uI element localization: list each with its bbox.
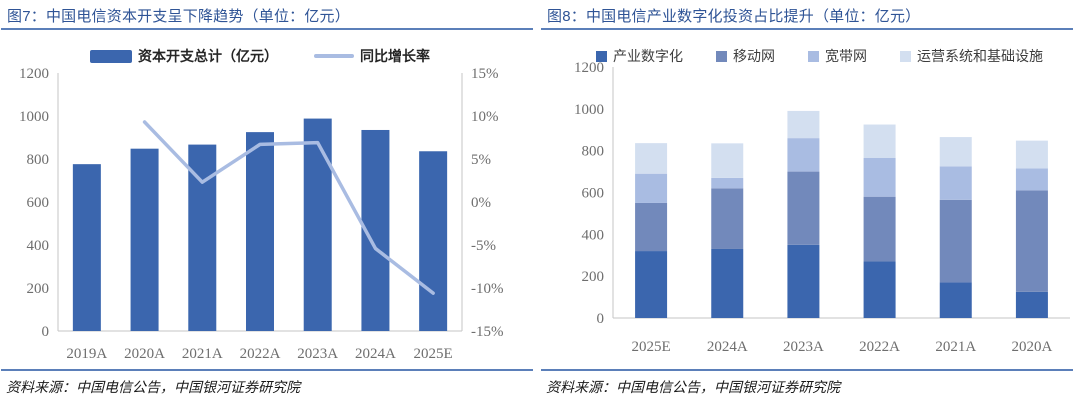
stack-segment-2025E [635,173,668,203]
axis-tick-label: 5% [471,152,491,168]
axis-tick-label: -10% [471,281,504,297]
axis-tick-label: 2020A [1011,339,1052,355]
stack-segment-2023A [787,110,820,139]
stack-segment-2023A [787,171,820,245]
stack-segment-2023A [787,138,820,172]
figure-8-source: 资料来源：中国电信公告，中国银河证券研究院 [546,381,840,396]
axis-tick-label: 2024A [707,339,748,355]
axis-tick-label: 2023A [297,346,338,362]
legend-label-capex-total: 资本开支总计（亿元） [138,48,278,64]
stack-segment-2020A [1015,190,1048,292]
axis-tick-label: 600 [27,195,50,211]
axis-tick-label: 800 [582,144,605,160]
stack-segment-2024A [711,143,744,178]
axis-tick-label: 10% [471,109,499,125]
legend-item-mobile-network: 移动网 [716,46,775,66]
line-swatch-icon [314,54,354,58]
axis-tick-label: 2021A [935,339,976,355]
figure-8-legend: 产业数字化 移动网 宽带网 运营系统和基础设施 [596,46,1076,66]
axis-tick-label: 600 [582,186,605,202]
figure-7-chart-plot: 0 200 400 600 800 1000 1200 -15% -10% -5% 0% 5% 10% 1… [19,66,504,362]
axis-tick-label: 1000 [574,102,604,118]
stack-segment-2024A [711,177,744,189]
figure-7-title: 图7：中国电信资本开支呈下降趋势（单位：亿元） [7,8,350,25]
square-swatch-icon [716,50,727,62]
figure-8-title-rule [541,28,1073,30]
capex-bar-2023A [303,118,332,331]
axis-tick-label: -15% [471,324,504,340]
capex-bar-2025E [419,151,448,331]
stack-segment-2024A [711,188,744,249]
axis-tick-label: 200 [582,269,605,285]
legend-label-broadband-network: 宽带网 [825,48,867,64]
legend-label-ops-infrastructure: 运营系统和基础设施 [917,48,1043,64]
axis-tick-label: 0 [42,324,50,340]
stack-segment-2021A [939,166,972,200]
legend-label-yoy-growth: 同比增长率 [360,48,430,64]
bar-swatch-icon [90,49,132,63]
figure-8-bottom-rule [541,369,1073,371]
square-swatch-icon [596,50,607,62]
axis-tick-label: 0% [471,195,491,211]
axis-tick-label: 2023A [783,339,824,355]
axis-tick-label: 0 [597,311,605,327]
capex-bar-2020A [130,148,159,331]
axis-tick-label: 15% [471,66,499,82]
stack-segment-2023A [787,244,820,318]
figure-7-panel: 图7：中国电信资本开支呈下降趋势（单位：亿元） 资本开支总计（亿元） 同比增长率… [1,8,533,396]
legend-item-yoy-growth: 同比增长率 [314,46,430,66]
stack-segment-2022A [863,196,896,262]
legend-label-mobile-network: 移动网 [733,48,775,64]
axis-tick-label: 2019A [66,346,107,362]
legend-item-capex-total: 资本开支总计（亿元） [90,46,278,66]
axis-tick-label: 2025E [631,339,670,355]
yoy-growth-line [142,120,435,295]
figure-8-chart-plot: 0 200 400 600 800 1000 1200 2025E 2024A 2023A 2022… [574,60,1070,355]
figure-7-legend: 资本开支总计（亿元） 同比增长率 [58,46,462,66]
stack-segment-2024A [711,248,744,318]
stack-segment-2022A [863,124,896,158]
axis-tick-label: 1200 [19,66,49,82]
square-swatch-icon [900,50,911,62]
axis-tick-label: 800 [27,152,50,168]
stack-segment-2021A [939,199,972,283]
stack-segment-2021A [939,137,972,167]
figure-8-panel: 图8：中国电信产业数字化投资占比提升（单位：亿元） 产业数字化 移动网 宽带网 … [540,0,1080,400]
axis-tick-label: 400 [27,238,50,254]
stack-segment-2025E [635,251,668,318]
legend-label-industry-digital: 产业数字化 [613,48,683,64]
stack-segment-2020A [1015,140,1048,169]
capex-bar-2022A [246,132,274,331]
stack-segment-2025E [635,202,668,252]
axis-tick-label: 1000 [19,109,49,125]
legend-item-industry-digital: 产业数字化 [596,46,683,66]
axis-tick-label: -5% [471,238,496,254]
figure-7-bottom-rule [1,369,533,371]
figure-7-title-rule [1,28,533,30]
stack-segment-2022A [863,261,896,318]
axis-tick-label: 1200 [574,60,604,76]
axis-tick-label: 2022A [859,339,900,355]
figure-8-title: 图8：中国电信产业数字化投资占比提升（单位：亿元） [547,8,921,25]
stack-segment-2025E [635,143,668,174]
stack-segment-2022A [863,157,896,197]
stack-segment-2020A [1015,291,1048,318]
capex-bar-2019A [72,164,101,331]
axis-tick-label: 2021A [182,346,223,362]
axis-tick-label: 400 [582,227,605,243]
stack-segment-2020A [1015,168,1048,191]
square-swatch-icon [808,50,819,62]
axis-tick-label: 2020A [124,346,165,362]
axis-tick-label: 2025E [414,346,453,362]
axis-tick-label: 2024A [355,346,396,362]
axis-tick-label: 2022A [240,346,281,362]
legend-item-ops-infrastructure: 运营系统和基础设施 [900,46,1043,66]
figure-7-source: 资料来源：中国电信公告，中国银河证券研究院 [6,381,300,396]
legend-item-broadband-network: 宽带网 [808,46,867,66]
axis-tick-label: 200 [27,281,50,297]
stack-segment-2021A [939,282,972,318]
